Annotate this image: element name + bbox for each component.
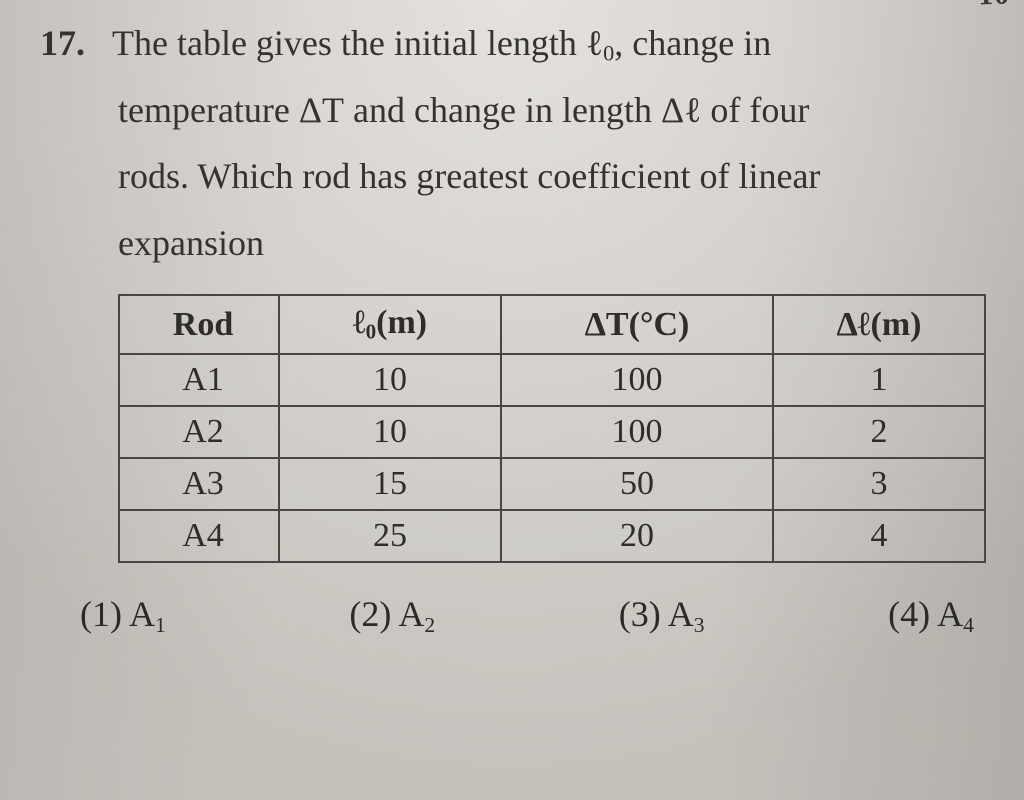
- ell-sub: 0: [603, 41, 614, 66]
- q-text: of four: [701, 90, 809, 130]
- opt-num: (4): [888, 594, 937, 634]
- table-row: A4 25 20 4: [119, 510, 985, 562]
- rods-table: Rod ℓ0(m) ΔT(°C) Δℓ(m) A1 10 100 1 A2 10…: [118, 294, 986, 562]
- table-row: A2 10 100 2: [119, 406, 985, 458]
- symbol-l0: ℓ0: [586, 23, 614, 63]
- cell-rod: A4: [119, 510, 279, 562]
- page: 10 17.The table gives the initial length…: [0, 0, 1024, 800]
- table-row: A3 15 50 3: [119, 458, 985, 510]
- q-text: The table gives the initial length: [112, 23, 586, 63]
- option-1: (1) A1: [80, 593, 166, 638]
- ell-sub: 0: [366, 320, 377, 344]
- table-row: A1 10 100 1: [119, 354, 985, 406]
- opt-sub: 4: [963, 613, 974, 637]
- opt-sub: 1: [155, 613, 166, 637]
- cell-l0: 10: [279, 406, 501, 458]
- cell-dT: 100: [501, 406, 773, 458]
- question-line-4: expansion: [40, 210, 994, 277]
- question-line-1: 17.The table gives the initial length ℓ0…: [40, 10, 994, 77]
- opt-num: (2): [349, 594, 398, 634]
- ell: ℓ: [586, 23, 603, 63]
- cell-rod: A1: [119, 354, 279, 406]
- cell-dT: 20: [501, 510, 773, 562]
- opt-A: A: [129, 594, 155, 634]
- option-4: (4) A4: [888, 593, 974, 638]
- q-text: and change in length: [344, 90, 661, 130]
- cell-dT: 100: [501, 354, 773, 406]
- question-line-2: temperature ΔT and change in length Δℓ o…: [40, 77, 994, 144]
- q-text: , change in: [614, 23, 771, 63]
- symbol-delta-l: Δℓ: [661, 90, 701, 130]
- col-header-l0: ℓ0(m): [279, 295, 501, 353]
- cell-l0: 25: [279, 510, 501, 562]
- cell-l0: 15: [279, 458, 501, 510]
- col-header-rod: Rod: [119, 295, 279, 353]
- opt-A: A: [668, 594, 694, 634]
- opt-A: A: [398, 594, 424, 634]
- cell-dl: 4: [773, 510, 985, 562]
- q-text: temperature: [118, 90, 299, 130]
- ell-unit: (m): [376, 304, 427, 341]
- opt-sub: 2: [424, 613, 435, 637]
- col-header-dl: Δℓ(m): [773, 295, 985, 353]
- opt-num: (3): [619, 594, 668, 634]
- options-row: (1) A1 (2) A2 (3) A3 (4) A4: [40, 563, 994, 638]
- cell-dl: 1: [773, 354, 985, 406]
- option-2: (2) A2: [349, 593, 435, 638]
- page-corner-text: 10: [977, 0, 1010, 13]
- opt-A: A: [937, 594, 963, 634]
- cell-dl: 2: [773, 406, 985, 458]
- symbol-delta-T: ΔT: [299, 90, 344, 130]
- opt-sub: 3: [694, 613, 705, 637]
- table-header-row: Rod ℓ0(m) ΔT(°C) Δℓ(m): [119, 295, 985, 353]
- question-number: 17.: [40, 10, 112, 77]
- cell-dl: 3: [773, 458, 985, 510]
- opt-num: (1): [80, 594, 129, 634]
- cell-dT: 50: [501, 458, 773, 510]
- question-line-3: rods. Which rod has greatest coefficient…: [40, 143, 994, 210]
- cell-l0: 10: [279, 354, 501, 406]
- col-header-dT: ΔT(°C): [501, 295, 773, 353]
- cell-rod: A2: [119, 406, 279, 458]
- option-3: (3) A3: [619, 593, 705, 638]
- cell-rod: A3: [119, 458, 279, 510]
- ell: ℓ: [353, 304, 366, 341]
